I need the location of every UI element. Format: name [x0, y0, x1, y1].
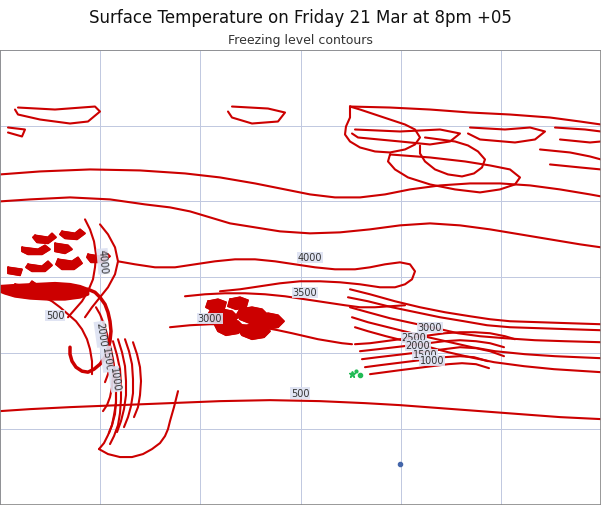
Polygon shape	[87, 252, 110, 263]
Text: Freezing level contours: Freezing level contours	[228, 34, 373, 47]
Polygon shape	[56, 258, 82, 270]
Text: 1000: 1000	[419, 356, 444, 366]
Polygon shape	[252, 314, 284, 330]
Text: 4000: 4000	[297, 253, 322, 263]
Polygon shape	[26, 262, 52, 272]
Polygon shape	[33, 234, 56, 244]
Polygon shape	[228, 297, 248, 310]
Polygon shape	[237, 308, 268, 324]
Polygon shape	[238, 324, 270, 339]
Polygon shape	[60, 230, 85, 240]
Text: 3000: 3000	[198, 314, 222, 324]
Text: 2500: 2500	[401, 333, 426, 342]
Text: 2000: 2000	[406, 340, 430, 350]
Polygon shape	[22, 246, 50, 255]
Text: 3000: 3000	[418, 323, 442, 333]
Polygon shape	[8, 268, 22, 276]
Text: 500: 500	[46, 311, 64, 321]
Text: 1500: 1500	[413, 349, 438, 360]
Polygon shape	[215, 320, 244, 335]
Text: 3500: 3500	[293, 288, 317, 297]
Polygon shape	[55, 244, 72, 254]
Polygon shape	[260, 316, 280, 328]
Polygon shape	[0, 284, 88, 299]
Polygon shape	[207, 310, 238, 326]
Text: 500: 500	[291, 388, 310, 398]
Text: 4000: 4000	[97, 249, 109, 274]
Polygon shape	[206, 299, 226, 312]
Text: 1500: 1500	[100, 346, 114, 372]
Text: 2000: 2000	[94, 322, 108, 347]
Polygon shape	[14, 282, 38, 292]
Text: 1000: 1000	[108, 367, 121, 392]
Text: Surface Temperature on Friday 21 Mar at 8pm +05: Surface Temperature on Friday 21 Mar at …	[89, 9, 512, 27]
